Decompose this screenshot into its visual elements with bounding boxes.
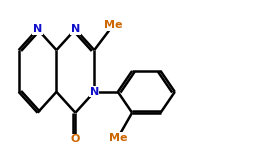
Text: O: O	[71, 134, 80, 144]
Text: N: N	[71, 24, 80, 34]
Text: N: N	[33, 24, 42, 34]
Text: Me: Me	[109, 133, 127, 143]
Text: N: N	[90, 87, 99, 97]
Text: Me: Me	[104, 20, 123, 30]
